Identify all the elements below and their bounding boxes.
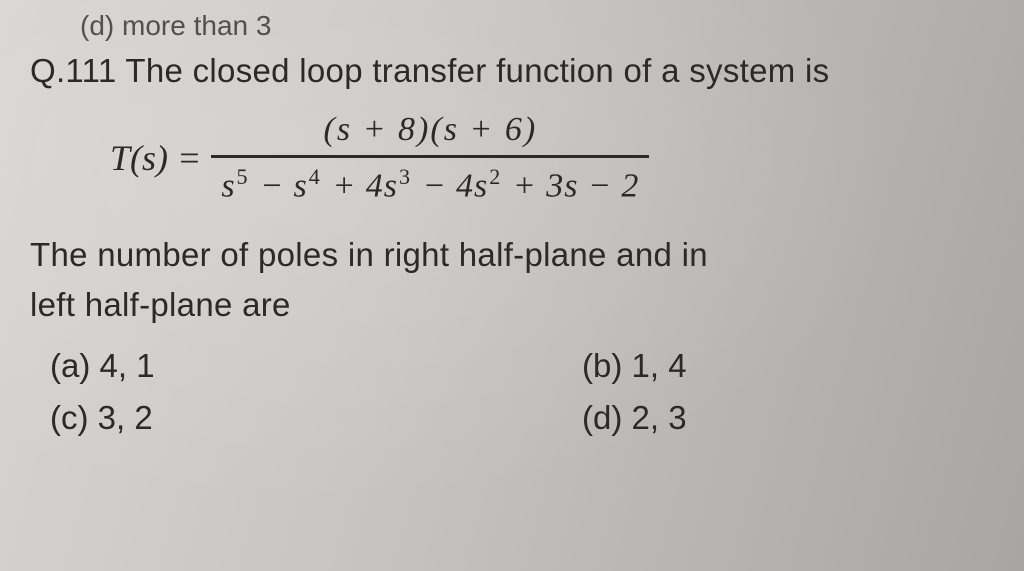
option-b-label: (b) [582, 347, 622, 384]
option-d-label: (d) [582, 399, 622, 436]
option-a[interactable]: (a) 4, 1 [50, 347, 462, 385]
question-lead-text: The closed loop transfer function of a s… [125, 52, 829, 89]
question-followup: The number of poles in right half-plane … [30, 230, 994, 329]
prev-option-text: more than 3 [122, 10, 271, 41]
equation-denominator: s5 − s4 + 4s3 − 4s2 + 3s − 2 [211, 158, 649, 205]
equation-lhs: T(s) = [110, 137, 201, 179]
prev-option-label: (d) [80, 10, 114, 41]
transfer-function-equation: T(s) = (s + 8)(s + 6) s5 − s4 + 4s3 − 4s… [110, 111, 994, 205]
equation-fraction: (s + 8)(s + 6) s5 − s4 + 4s3 − 4s2 + 3s … [211, 111, 649, 205]
question-number: Q.111 [30, 52, 117, 89]
previous-question-option-d: (d) more than 3 [80, 10, 994, 42]
followup-line-2: left half-plane are [30, 286, 291, 323]
option-d-value: 2, 3 [632, 399, 687, 436]
answer-options: (a) 4, 1 (b) 1, 4 (c) 3, 2 (d) 2, 3 [50, 347, 994, 437]
option-d[interactable]: (d) 2, 3 [582, 399, 994, 437]
option-c-value: 3, 2 [98, 399, 153, 436]
option-a-label: (a) [50, 347, 90, 384]
followup-line-1: The number of poles in right half-plane … [30, 236, 708, 273]
option-b[interactable]: (b) 1, 4 [582, 347, 994, 385]
option-b-value: 1, 4 [632, 347, 687, 384]
question-header: Q.111 The closed loop transfer function … [30, 50, 994, 93]
equation-numerator: (s + 8)(s + 6) [304, 111, 558, 155]
option-c[interactable]: (c) 3, 2 [50, 399, 462, 437]
option-a-value: 4, 1 [100, 347, 155, 384]
option-c-label: (c) [50, 399, 88, 436]
question-page: (d) more than 3 Q.111 The closed loop tr… [30, 10, 994, 437]
